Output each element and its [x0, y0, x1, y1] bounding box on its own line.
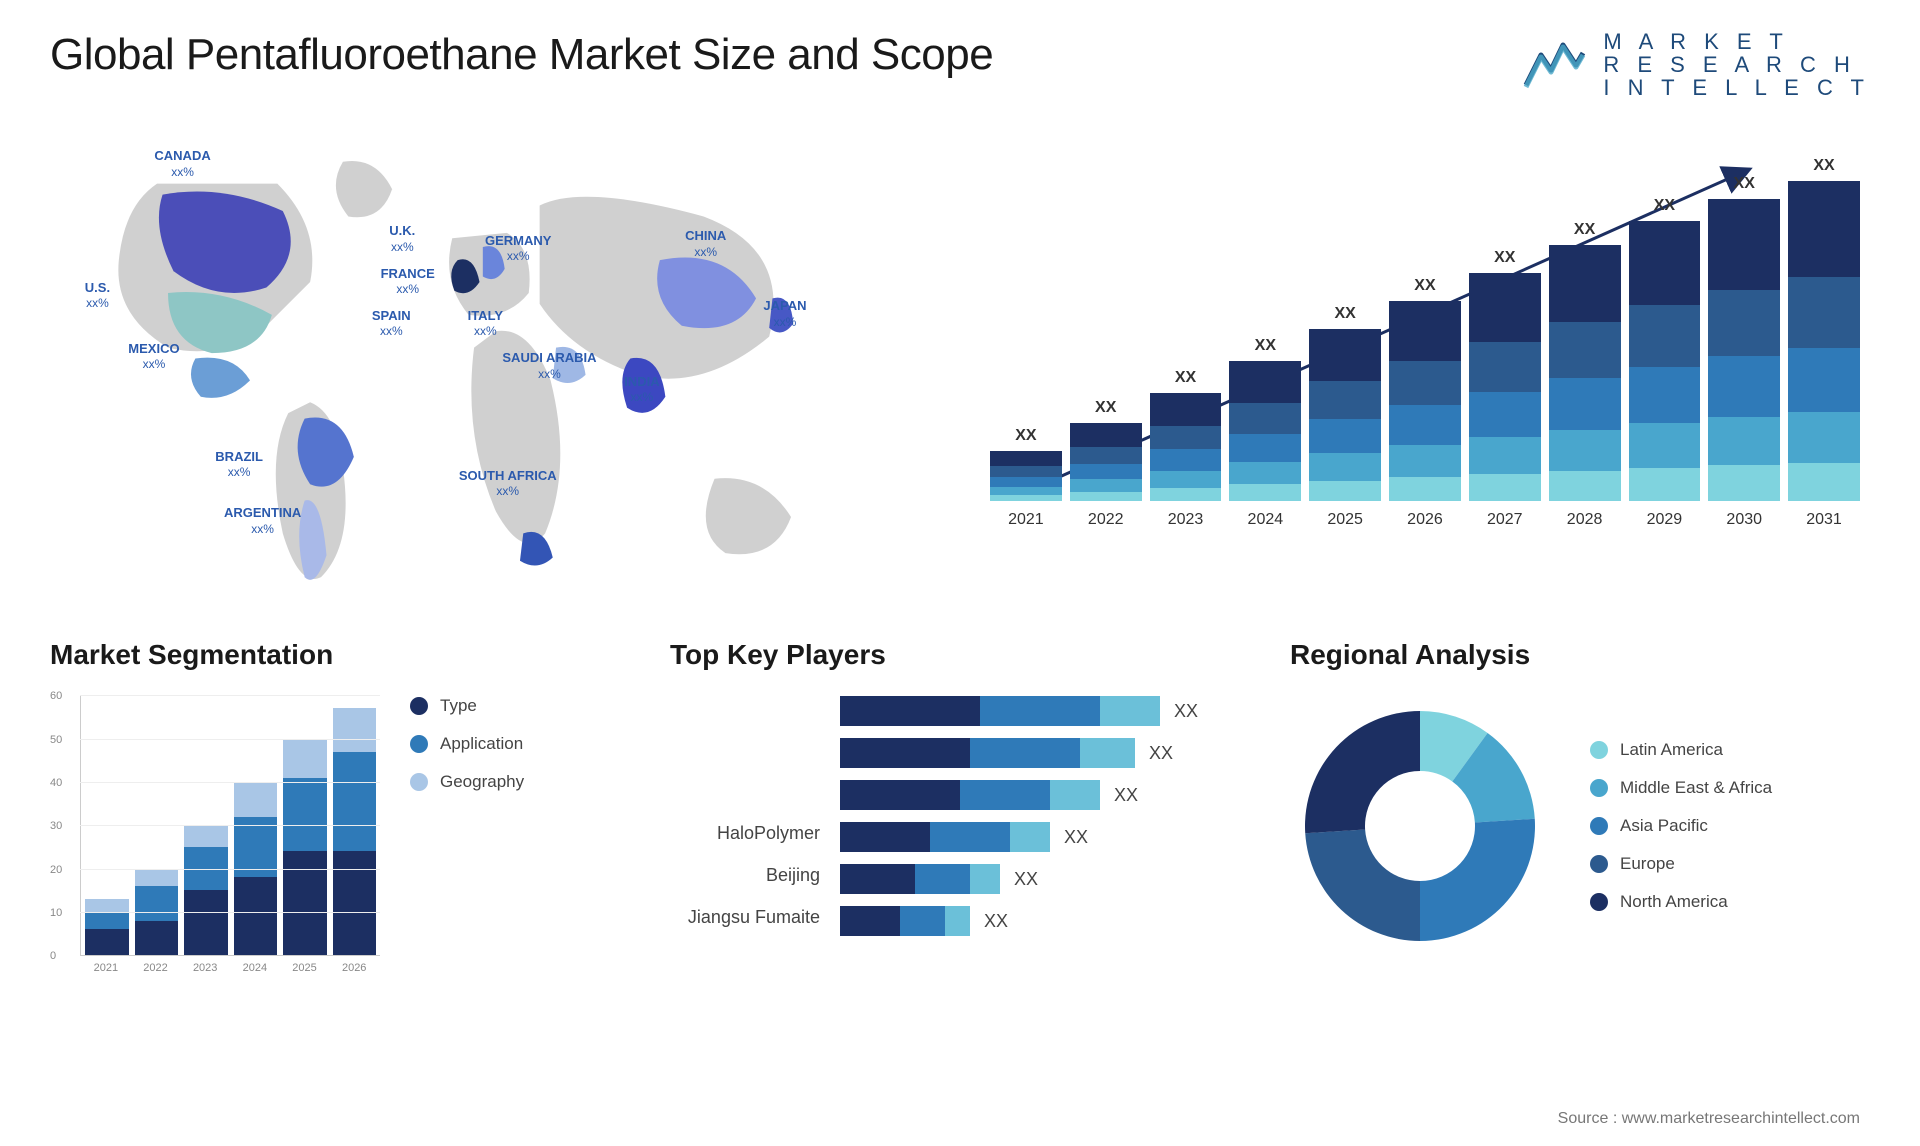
player-value: XX [1064, 827, 1088, 848]
player-value: XX [1014, 869, 1038, 890]
logo-line3: I N T E L L E C T [1603, 76, 1870, 99]
bar-value-label: XX [1175, 369, 1196, 387]
segmentation-legend: Type Application Geography [410, 696, 524, 991]
regional-panel: Regional Analysis Latin America Middle Ea… [1290, 639, 1870, 991]
legend-item: Asia Pacific [1590, 816, 1772, 836]
logo-line1: M A R K E T [1603, 30, 1870, 53]
map-label: INDIAxx% [624, 374, 659, 405]
map-label: JAPANxx% [763, 298, 806, 329]
map-label: GERMANYxx% [485, 233, 551, 264]
player-bar-row: XX [840, 822, 1250, 852]
growth-bar: XX 2029 [1629, 197, 1701, 529]
growth-bar: XX 2022 [1070, 399, 1142, 529]
player-bar-row: XX [840, 738, 1250, 768]
bar-value-label: XX [1414, 277, 1435, 295]
player-bar-row: XX [840, 906, 1250, 936]
map-label: ITALYxx% [468, 308, 503, 339]
map-label: MEXICOxx% [128, 341, 179, 372]
bar-value-label: XX [1734, 175, 1755, 193]
legend-item: Geography [410, 772, 524, 792]
player-value: XX [1149, 743, 1173, 764]
source-attribution: Source : www.marketresearchintellect.com [1558, 1110, 1860, 1128]
growth-bar: XX 2030 [1708, 175, 1780, 529]
bar-year-label: 2028 [1567, 511, 1603, 529]
map-label: ARGENTINAxx% [224, 505, 301, 536]
map-label: SOUTH AFRICAxx% [459, 468, 557, 499]
players-panel: Top Key Players HaloPolymer Beijing Jiangs… [670, 639, 1250, 991]
segmentation-bar [234, 782, 278, 955]
bar-value-label: XX [1574, 221, 1595, 239]
legend-item: Middle East & Africa [1590, 778, 1772, 798]
segmentation-panel: Market Segmentation 0102030405060 202120… [50, 639, 630, 991]
growth-bar: XX 2024 [1229, 337, 1301, 529]
growth-bar: XX 2023 [1150, 369, 1222, 529]
regional-title: Regional Analysis [1290, 639, 1870, 671]
bar-value-label: XX [1095, 399, 1116, 417]
page-title: Global Pentafluoroethane Market Size and… [50, 30, 993, 80]
bar-year-label: 2024 [1248, 511, 1284, 529]
growth-chart-section: XX 2021 XX 2022 XX 2023 XX 2024 XX 2025 XX 2026 XX 20… [970, 129, 1870, 599]
map-label: CHINAxx% [685, 228, 726, 259]
growth-bar: XX 2025 [1309, 305, 1381, 529]
bar-value-label: XX [1015, 427, 1036, 445]
player-label: Jiangsu Fumaite [670, 907, 820, 928]
bar-year-label: 2026 [1407, 511, 1443, 529]
map-label: SPAINxx% [372, 308, 411, 339]
map-label: U.S.xx% [85, 280, 110, 311]
bar-year-label: 2025 [1327, 511, 1363, 529]
player-value: XX [1174, 701, 1198, 722]
map-label: FRANCExx% [381, 266, 435, 297]
segmentation-title: Market Segmentation [50, 639, 630, 671]
player-label: HaloPolymer [670, 823, 820, 844]
growth-bar: XX 2027 [1469, 249, 1541, 529]
bar-value-label: XX [1255, 337, 1276, 355]
map-label: CANADAxx% [154, 148, 210, 179]
donut-slice [1420, 819, 1535, 941]
bar-year-label: 2022 [1088, 511, 1124, 529]
player-value: XX [1114, 785, 1138, 806]
legend-item: Europe [1590, 854, 1772, 874]
map-label: U.K.xx% [389, 223, 415, 254]
bar-value-label: XX [1494, 249, 1515, 267]
bar-year-label: 2030 [1726, 511, 1762, 529]
regional-legend: Latin America Middle East & Africa Asia Pa… [1590, 740, 1772, 912]
brand-logo: M A R K E T R E S E A R C H I N T E L L … [1521, 30, 1870, 99]
growth-bar: XX 2021 [990, 427, 1062, 529]
legend-item: Latin America [1590, 740, 1772, 760]
players-title: Top Key Players [670, 639, 1250, 671]
bar-year-label: 2021 [1008, 511, 1044, 529]
bar-value-label: XX [1334, 305, 1355, 323]
map-label: SAUDI ARABIAxx% [502, 350, 596, 381]
legend-item: North America [1590, 892, 1772, 912]
world-map-section: CANADAxx% U.S.xx% MEXICOxx% BRAZILxx% ARGENT… [50, 129, 920, 599]
bar-year-label: 2031 [1806, 511, 1842, 529]
player-label: Beijing [670, 865, 820, 886]
segmentation-bar [85, 899, 129, 955]
legend-item: Application [410, 734, 524, 754]
world-map [50, 129, 920, 599]
segmentation-bar [135, 869, 179, 956]
logo-icon [1521, 35, 1591, 95]
bar-year-label: 2023 [1168, 511, 1204, 529]
bar-value-label: XX [1813, 157, 1834, 175]
growth-bar: XX 2028 [1549, 221, 1621, 529]
growth-bar: XX 2031 [1788, 157, 1860, 529]
segmentation-bar [333, 708, 377, 955]
player-bar-row: XX [840, 780, 1250, 810]
donut-slice [1305, 711, 1420, 833]
regional-donut-chart [1290, 696, 1550, 956]
donut-slice [1305, 830, 1420, 942]
logo-line2: R E S E A R C H [1603, 53, 1870, 76]
bar-value-label: XX [1654, 197, 1675, 215]
bar-year-label: 2029 [1647, 511, 1683, 529]
player-bar-row: XX [840, 864, 1250, 894]
bar-year-label: 2027 [1487, 511, 1523, 529]
player-value: XX [984, 911, 1008, 932]
legend-item: Type [410, 696, 524, 716]
growth-bar: XX 2026 [1389, 277, 1461, 529]
segmentation-bar [283, 739, 327, 956]
player-bar-row: XX [840, 696, 1250, 726]
segmentation-bar [184, 825, 228, 955]
map-label: BRAZILxx% [215, 449, 263, 480]
